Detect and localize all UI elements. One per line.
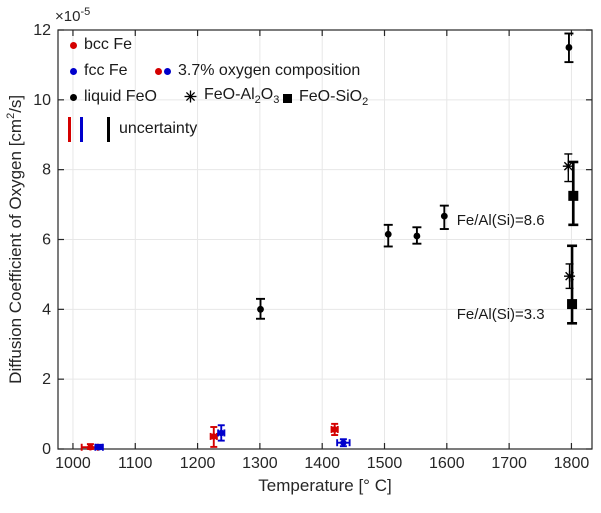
x-tick-label: 1600	[429, 455, 465, 472]
asterisk-icon	[184, 90, 197, 103]
marker-dot	[331, 426, 338, 433]
marker-dot	[257, 305, 264, 313]
x-tick-label: 1200	[180, 455, 216, 472]
uncertainty-red-bar-icon	[68, 117, 71, 142]
x-tick-label: 1300	[242, 455, 278, 472]
oxygen-composition-dots-icon	[155, 67, 171, 75]
marker-square	[568, 190, 579, 201]
legend-item-feo-sio2: FeO-SiO2	[283, 88, 368, 108]
x-tick-labels: 1000 1100 1200 1300 1400 1500 1600 1700 1800	[55, 455, 589, 472]
x-tick-label: 1400	[304, 455, 340, 472]
y-tick-label: 0	[42, 441, 51, 458]
marker-dot	[440, 212, 448, 220]
y-axis-title: Diffusion Coefficient of Oxygen [cm2/s]	[4, 95, 25, 384]
axis-ticks	[58, 29, 592, 450]
y-tick-labels: 0 2 4 6 8 10 12	[33, 22, 51, 458]
legend-label: 3.7% oxygen composition	[178, 62, 361, 79]
series-fcc-fe	[94, 424, 351, 451]
legend-label: bcc Fe	[84, 36, 133, 53]
legend-item-liquid-feo: liquid FeO	[70, 88, 157, 106]
legend-item-bcc-fe: bcc Fe	[70, 36, 132, 54]
legend-item-feo-al2o3: FeO-Al2O3	[184, 86, 279, 106]
uncertainty-blue-bar-icon	[80, 117, 83, 142]
marker-dot	[413, 232, 421, 240]
fcc-fe-dot-icon	[70, 67, 77, 75]
marker-asterisk	[563, 161, 573, 171]
marker-dot	[95, 444, 103, 451]
square-icon	[283, 93, 292, 103]
marker-square	[567, 299, 578, 310]
y-axis-title-wrap: Diffusion Coefficient of Oxygen [cm2/s]	[0, 30, 30, 449]
legend-label: FeO-Al2O3	[204, 86, 280, 107]
y-axis-offset-label: ×10-5	[55, 6, 91, 25]
marker-dot	[384, 230, 392, 238]
x-tick-label: 1800	[554, 455, 590, 472]
legend-item-fcc-fe: fcc Fe	[70, 62, 128, 80]
legend-label-uncertainty: uncertainty	[119, 120, 198, 137]
marker-dot	[565, 44, 573, 51]
y-tick-label: 6	[42, 232, 51, 249]
y-tick-label: 12	[33, 22, 51, 39]
marker-dot	[340, 439, 347, 446]
uncertainty-black-bar-icon	[107, 117, 110, 142]
annotation-fe-al-si-3-3: Fe/Al(Si)=3.3	[456, 306, 545, 324]
legend-label: fcc Fe	[84, 62, 128, 79]
marker-dot	[210, 433, 217, 440]
x-tick-label: 1000	[55, 455, 91, 472]
marker-dot	[218, 429, 225, 437]
marker-dot	[87, 444, 94, 451]
legend-item-oxygen-composition: 3.7% oxygen composition	[155, 62, 360, 80]
legend-label: liquid FeO	[84, 88, 157, 105]
series-liquid-feo	[256, 32, 574, 320]
y-tick-label: 4	[42, 301, 51, 318]
series-bcc-fe	[80, 422, 339, 451]
bcc-fe-dot-icon	[70, 41, 77, 49]
liquid-feo-dot-icon	[70, 93, 77, 101]
x-tick-label: 1500	[367, 455, 403, 472]
y-tick-label: 10	[33, 92, 51, 109]
annotation-fe-al-si-8-6: Fe/Al(Si)=8.6	[456, 212, 545, 230]
x-tick-label: 1100	[118, 455, 153, 472]
x-tick-label: 1700	[491, 455, 527, 472]
y-tick-label: 8	[42, 162, 51, 179]
series-feo-sio2	[567, 160, 579, 325]
legend-label: FeO-SiO2	[299, 88, 369, 109]
gridlines	[58, 30, 592, 449]
x-axis-title: Temperature [° C]	[258, 476, 392, 495]
y-tick-label: 2	[42, 371, 51, 388]
